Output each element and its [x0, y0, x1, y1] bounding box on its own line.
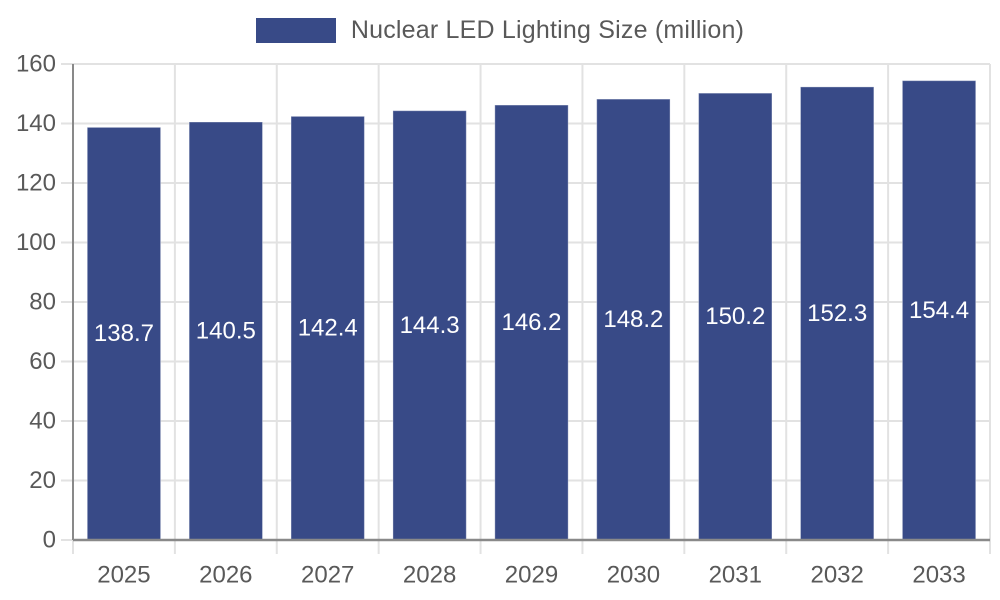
legend: Nuclear LED Lighting Size (million): [0, 16, 1000, 45]
y-tick-label: 20: [29, 467, 56, 494]
y-tick-label: 120: [16, 170, 56, 197]
bar-value-label: 142.4: [298, 315, 358, 342]
bar-2031: [698, 92, 773, 541]
bar-value-label: 148.2: [603, 306, 663, 333]
bar-value-label: 150.2: [705, 303, 765, 330]
bar-value-label: 152.3: [807, 300, 867, 327]
x-tick-label: 2025: [97, 562, 150, 589]
y-tick-label: 60: [29, 348, 56, 375]
x-tick-label: 2032: [810, 562, 863, 589]
legend-swatch: [255, 18, 336, 43]
bar-value-label: 138.7: [94, 320, 154, 347]
y-tick-label: 0: [43, 527, 56, 554]
x-tick-label: 2026: [199, 562, 252, 589]
legend-label: Nuclear LED Lighting Size (million): [350, 16, 745, 44]
bar-value-label: 140.5: [196, 318, 256, 345]
bar-2028: [392, 110, 467, 541]
x-tick-label: 2028: [403, 562, 456, 589]
bar-2030: [596, 98, 671, 541]
bar-value-label: 154.4: [909, 297, 969, 324]
x-tick-label: 2031: [709, 562, 762, 589]
x-tick-label: 2033: [912, 562, 965, 589]
y-tick-label: 100: [16, 229, 56, 256]
bar-2033: [901, 80, 977, 541]
bar-value-label: 144.3: [400, 312, 460, 339]
bar-2026: [188, 121, 264, 541]
bar-2029: [494, 104, 569, 541]
y-tick-label: 140: [16, 110, 56, 137]
y-tick-label: 80: [29, 289, 56, 316]
y-tick-label: 40: [29, 408, 56, 435]
x-tick-label: 2030: [607, 562, 660, 589]
bar-2032: [799, 86, 875, 541]
x-tick-label: 2029: [505, 562, 558, 589]
y-tick-label: 160: [16, 51, 56, 78]
x-tick-label: 2027: [301, 562, 354, 589]
bar-2027: [290, 115, 365, 541]
bar-value-label: 146.2: [501, 309, 561, 336]
bar-2025: [86, 126, 162, 541]
